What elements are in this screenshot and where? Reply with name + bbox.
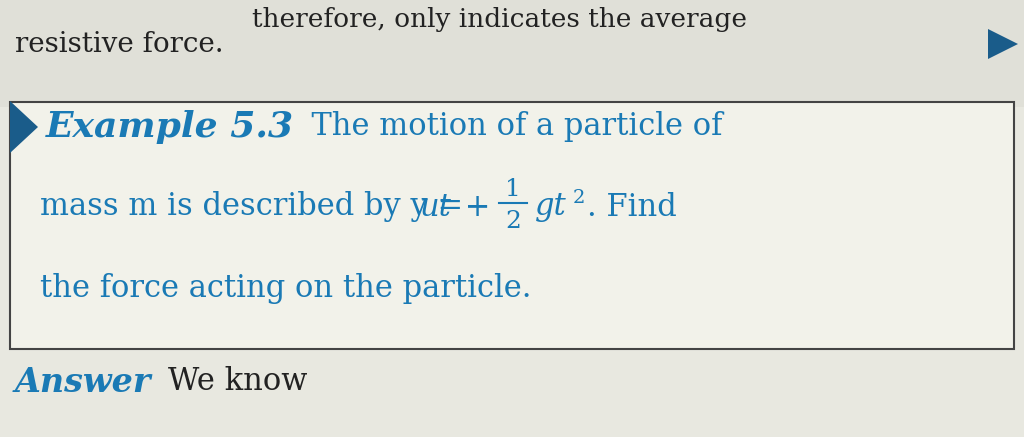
- Polygon shape: [10, 101, 38, 153]
- Bar: [0, 0, 1024, 107]
- Text: Example 5.3: Example 5.3: [46, 110, 294, 144]
- Text: The motion of a particle of: The motion of a particle of: [292, 111, 722, 142]
- Text: gt: gt: [535, 191, 566, 222]
- Text: the force acting on the particle.: the force acting on the particle.: [40, 274, 531, 305]
- Polygon shape: [988, 29, 1018, 59]
- Text: +: +: [455, 191, 500, 222]
- Bar: [10, 102, 1014, 349]
- Text: Answer: Answer: [15, 365, 152, 399]
- Text: ut: ut: [420, 191, 452, 222]
- Text: resistive force.: resistive force.: [15, 31, 223, 58]
- Text: 2: 2: [573, 189, 586, 207]
- Text: . Find: . Find: [587, 191, 677, 222]
- Text: 1: 1: [505, 178, 521, 201]
- Text: 2: 2: [505, 211, 521, 233]
- Text: We know: We know: [168, 367, 307, 398]
- Text: mass m is described by y =: mass m is described by y =: [40, 191, 473, 222]
- Text: therefore, only indicates the average: therefore, only indicates the average: [253, 7, 748, 32]
